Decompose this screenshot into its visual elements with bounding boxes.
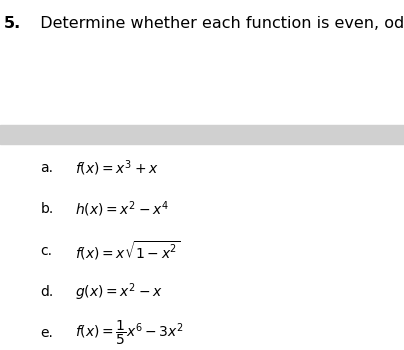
Text: Determine whether each function is even, odd or neither.: Determine whether each function is even,… — [30, 16, 404, 31]
Text: 5.: 5. — [4, 16, 21, 31]
Text: e.: e. — [40, 326, 53, 340]
Text: b.: b. — [40, 202, 54, 216]
FancyBboxPatch shape — [0, 125, 404, 144]
Text: c.: c. — [40, 244, 53, 258]
Text: $f(x) = x\sqrt{1 - x^2}$: $f(x) = x\sqrt{1 - x^2}$ — [75, 239, 180, 262]
Text: $f(x) = x^3 + x$: $f(x) = x^3 + x$ — [75, 158, 158, 178]
Text: d.: d. — [40, 285, 54, 299]
Text: $g(x) = x^2 - x$: $g(x) = x^2 - x$ — [75, 281, 162, 303]
Text: a.: a. — [40, 161, 53, 175]
Text: $h(x) = x^2 - x^4$: $h(x) = x^2 - x^4$ — [75, 199, 168, 219]
Text: $f(x) = \dfrac{1}{5}x^6 - 3x^2$: $f(x) = \dfrac{1}{5}x^6 - 3x^2$ — [75, 319, 184, 347]
